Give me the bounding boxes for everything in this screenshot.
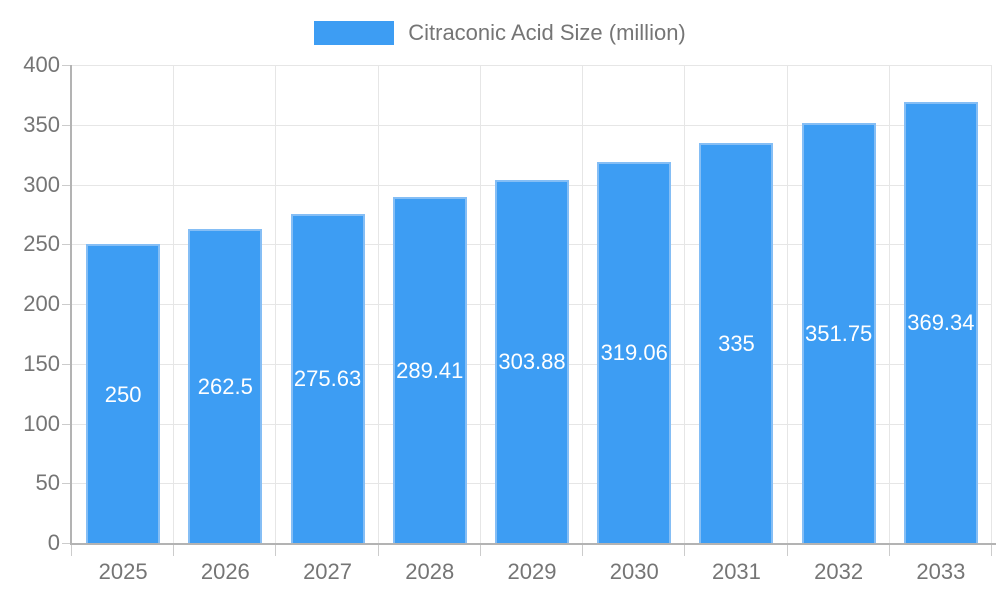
bar-value-label: 275.63 xyxy=(293,366,362,392)
bar[interactable]: 275.63 xyxy=(290,213,365,543)
bar-value-label: 319.06 xyxy=(600,340,668,366)
x-axis-line xyxy=(70,543,996,545)
bar-value-label: 303.88 xyxy=(498,349,566,375)
v-gridline xyxy=(173,65,175,543)
x-tick-mark xyxy=(71,543,72,556)
v-gridline xyxy=(684,65,686,543)
v-gridline xyxy=(377,65,379,543)
y-tick-mark xyxy=(62,124,70,126)
y-tick-mark xyxy=(62,543,70,544)
bar[interactable]: 369.34 xyxy=(903,101,978,543)
y-axis-label: 50 xyxy=(35,470,60,496)
y-tick-mark xyxy=(62,184,70,186)
v-gridline xyxy=(582,65,584,543)
x-axis-label: 2029 xyxy=(507,559,557,584)
x-tick-mark xyxy=(275,543,277,556)
h-gridline xyxy=(72,124,992,126)
y-axis-label: 100 xyxy=(23,410,60,436)
x-axis-label: 2031 xyxy=(711,559,761,584)
y-axis-label: 0 xyxy=(47,530,60,555)
x-axis-label: 2025 xyxy=(98,559,148,584)
y-axis-label: 250 xyxy=(23,231,60,257)
v-gridline xyxy=(888,65,890,543)
x-axis-label: 2028 xyxy=(405,559,455,584)
v-gridline xyxy=(786,65,788,543)
bar[interactable]: 319.06 xyxy=(597,161,672,543)
y-axis-line xyxy=(70,65,72,543)
x-tick-mark xyxy=(786,543,788,556)
bar-value-label: 262.5 xyxy=(197,374,253,400)
legend-label: Citraconic Acid Size (million) xyxy=(408,20,686,45)
legend[interactable]: Citraconic Acid Size (million) xyxy=(0,19,1000,47)
bar[interactable]: 351.75 xyxy=(801,122,876,543)
bar[interactable]: 303.88 xyxy=(495,179,569,543)
bar[interactable]: 262.5 xyxy=(188,229,263,543)
y-axis-label: 400 xyxy=(23,52,60,77)
x-tick-mark xyxy=(479,543,481,556)
x-axis-label: 2027 xyxy=(303,559,353,584)
y-tick-mark xyxy=(62,65,70,66)
x-tick-mark xyxy=(888,543,890,556)
bar[interactable]: 289.41 xyxy=(392,197,467,543)
y-tick-mark xyxy=(62,304,70,305)
y-axis-label: 350 xyxy=(23,111,60,137)
y-axis-label: 300 xyxy=(23,171,60,197)
bar-value-label: 335 xyxy=(718,330,755,356)
y-tick-mark xyxy=(62,244,70,246)
x-axis-label: 2026 xyxy=(200,559,250,584)
y-axis-label: 150 xyxy=(23,350,60,376)
bar[interactable]: 250 xyxy=(86,244,161,543)
x-tick-mark xyxy=(173,543,175,556)
bar-value-label: 369.34 xyxy=(907,310,975,336)
v-gridline xyxy=(991,65,992,543)
x-tick-mark xyxy=(991,543,992,556)
x-tick-mark xyxy=(582,543,584,556)
v-gridline xyxy=(275,65,277,543)
x-tick-mark xyxy=(377,543,379,556)
x-tick-mark xyxy=(684,543,686,556)
bar[interactable]: 335 xyxy=(699,142,774,543)
bar-value-label: 351.75 xyxy=(805,320,873,346)
y-tick-mark xyxy=(62,423,70,425)
bar-value-label: 289.41 xyxy=(396,358,464,384)
bar-value-label: 250 xyxy=(104,381,142,407)
legend-swatch-icon xyxy=(314,21,395,45)
x-axis-label: 2033 xyxy=(916,559,966,584)
y-axis-label: 200 xyxy=(23,291,60,316)
x-axis-label: 2032 xyxy=(814,559,864,584)
x-axis-label: 2030 xyxy=(609,559,659,584)
plot-area: 250 262.5 275.63 289.41 303.88 319.06 335 351.7… xyxy=(62,65,996,556)
y-tick-mark xyxy=(62,363,70,365)
h-gridline xyxy=(72,65,992,66)
y-tick-mark xyxy=(62,483,70,485)
v-gridline xyxy=(479,65,481,543)
